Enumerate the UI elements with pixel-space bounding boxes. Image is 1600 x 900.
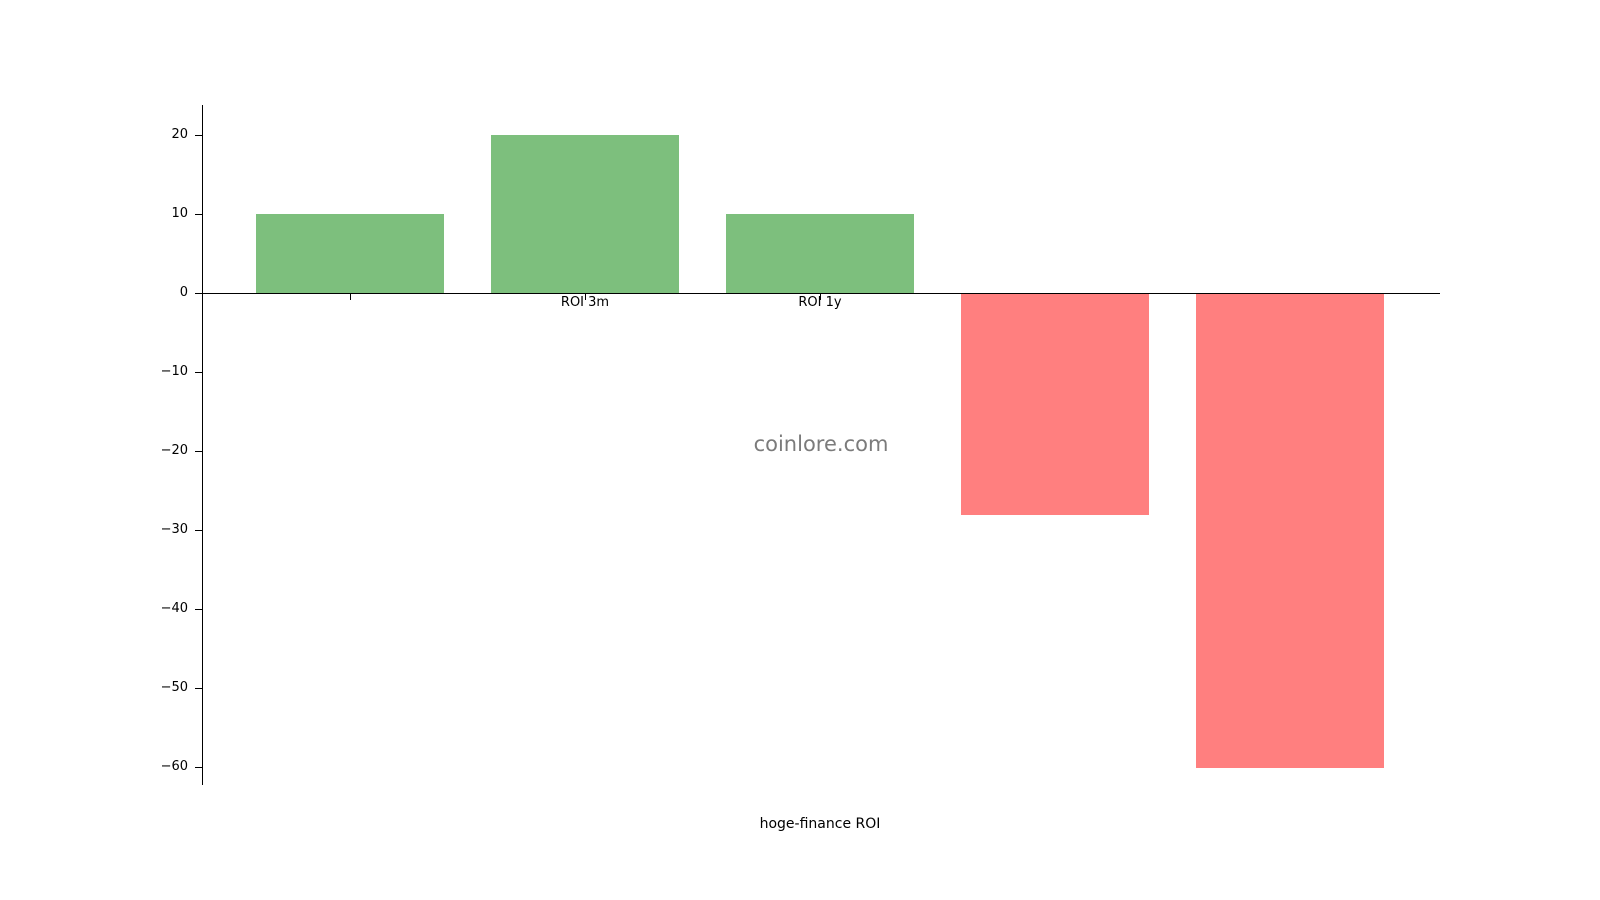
y-tick-label: −30 <box>160 522 188 537</box>
y-tick <box>195 609 202 611</box>
y-tick-label: −10 <box>160 364 188 379</box>
bar <box>1196 294 1384 769</box>
y-tick <box>195 688 202 690</box>
y-tick <box>195 214 202 216</box>
x-tick <box>820 294 822 301</box>
x-tick <box>350 294 352 301</box>
bar <box>491 135 679 293</box>
watermark-text: coinlore.com <box>753 432 889 456</box>
bar <box>256 214 444 293</box>
y-tick <box>195 372 202 374</box>
y-tick <box>195 530 202 532</box>
y-tick-label: −60 <box>160 759 188 774</box>
y-tick <box>195 451 202 453</box>
y-tick-label: −50 <box>160 680 188 695</box>
bar <box>961 294 1149 516</box>
y-tick <box>195 767 202 769</box>
y-tick-label: 10 <box>171 206 188 221</box>
y-axis-spine <box>202 105 204 785</box>
x-tick-label: ROI 3m <box>560 295 610 310</box>
x-tick-label: ROI 1y <box>798 295 842 310</box>
chart-title: hoge-finance ROI <box>759 816 881 832</box>
y-tick-label: −40 <box>160 601 188 616</box>
y-tick-label: −20 <box>160 443 188 458</box>
x-axis-line <box>202 293 1440 295</box>
y-tick <box>195 135 202 137</box>
y-tick-label: 0 <box>179 285 188 300</box>
bar <box>726 214 914 293</box>
y-tick-label: 20 <box>171 127 188 142</box>
y-tick <box>195 293 202 295</box>
x-tick <box>585 294 587 301</box>
